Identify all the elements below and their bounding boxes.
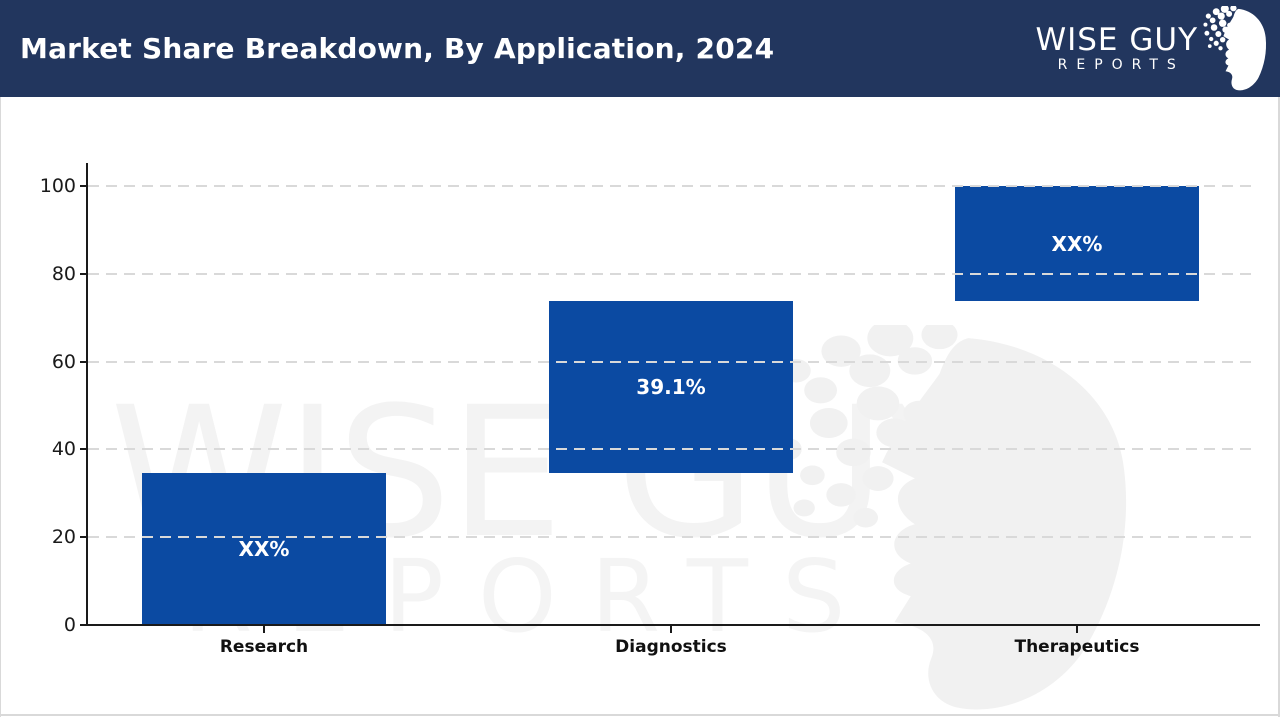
y-axis-line (86, 163, 88, 626)
bar-value-label: XX% (238, 536, 290, 561)
y-axis-tick (80, 536, 88, 539)
gridline-100 (88, 185, 1258, 187)
left-border (0, 97, 1, 717)
wise-guy-logo: WISE GUY REPORTS (1035, 4, 1274, 93)
gridline-20 (88, 536, 1258, 539)
logo-text: WISE GUY REPORTS (1035, 24, 1198, 74)
logo-title: WISE GUY (1035, 21, 1198, 58)
y-axis-tick-label: 20 (51, 526, 76, 549)
bar-research (142, 472, 386, 625)
x-axis-tick (263, 626, 265, 633)
gridline-40 (88, 448, 1258, 451)
watermark-head-icon (768, 325, 1127, 710)
x-axis-tick (1076, 626, 1078, 633)
y-axis-tick-label: 40 (51, 438, 76, 461)
chart-area: WISE GUY REPORTS XX% 39.1% XX% 0 20 40 60 80 100… (0, 97, 1280, 720)
y-axis-tick (80, 448, 88, 451)
x-axis-line (86, 624, 1260, 626)
y-axis-tick-label: 0 (63, 614, 76, 636)
bar-value-label: XX% (1051, 231, 1103, 256)
y-axis-tick (80, 185, 88, 187)
gridline-80 (88, 272, 1258, 275)
bar-value-label: 39.1% (636, 374, 706, 399)
x-axis-tick (670, 626, 672, 633)
right-border (1278, 97, 1280, 717)
x-category-label-therapeutics: Therapeutics (1014, 637, 1140, 657)
y-axis-tick (80, 624, 88, 626)
gridline-60 (88, 360, 1258, 363)
y-axis-tick (80, 360, 88, 363)
y-axis-tick-label: 80 (51, 262, 76, 285)
logo-subtitle: REPORTS (1057, 57, 1185, 74)
logo-head-icon (1203, 5, 1267, 90)
bar-therapeutics (955, 186, 1199, 302)
y-axis-tick-label: 60 (51, 350, 76, 373)
x-category-label-research: Research (219, 637, 309, 657)
bottom-border (0, 714, 1280, 716)
page-title: Market Share Breakdown, By Application, … (20, 32, 775, 65)
y-axis-tick-label: 100 (39, 175, 76, 197)
x-category-label-diagnostics: Diagnostics (615, 637, 727, 657)
bar-diagnostics (549, 301, 793, 473)
y-axis-tick (80, 272, 88, 275)
header: Market Share Breakdown, By Application, … (0, 0, 1280, 97)
